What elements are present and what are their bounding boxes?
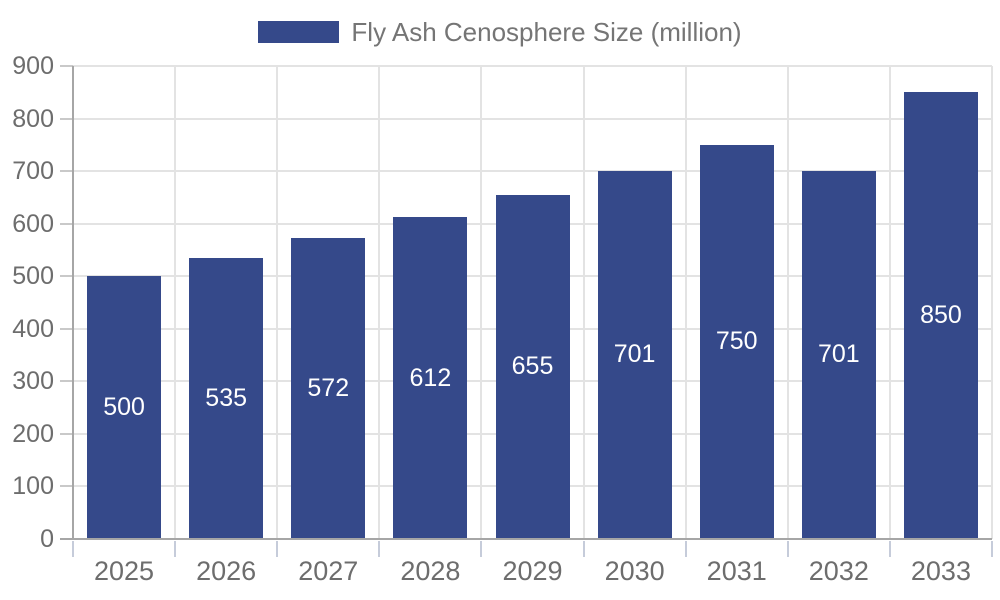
gridline-v	[378, 66, 381, 539]
gridline-v	[888, 66, 891, 539]
y-tick-label: 600	[12, 209, 54, 238]
bar-value-label: 612	[409, 363, 452, 392]
y-axis-tick	[60, 170, 73, 173]
gridline-h	[73, 170, 992, 173]
gridline-h	[73, 117, 992, 120]
y-tick-label: 0	[40, 525, 54, 553]
bar: 750	[699, 144, 774, 539]
x-tick-label: 2026	[196, 556, 257, 586]
x-tick-label: 2030	[604, 556, 665, 586]
x-axis-labels: 2025 2026 2027 2028 2029 2030 2031 2032 2033	[73, 539, 992, 589]
legend-label: Fly Ash Cenosphere Size (million)	[351, 16, 742, 47]
bar: 572	[291, 238, 366, 539]
x-tick-label: 2031	[706, 556, 767, 586]
bar: 655	[495, 194, 570, 539]
gridline-v	[786, 66, 789, 539]
y-tick-label: 300	[12, 367, 54, 396]
y-tick-label: 700	[12, 157, 54, 186]
bar-value-label: 655	[511, 352, 554, 381]
bar: 701	[597, 170, 672, 539]
y-tick-label: 800	[12, 104, 54, 133]
x-axis-tick	[991, 541, 993, 557]
gridline-v	[684, 66, 687, 539]
y-axis-labels: 0 100 200 300 400 500 600 700 800 900	[0, 52, 54, 553]
y-axis-tick	[60, 222, 73, 225]
y-tick-label: 100	[12, 472, 54, 501]
gridline-v	[582, 66, 585, 539]
y-tick-label: 200	[12, 419, 54, 448]
x-axis-tick	[786, 541, 789, 557]
y-axis-line	[72, 66, 74, 539]
y-axis-tick	[60, 485, 73, 488]
legend-item[interactable]: Fly Ash Cenosphere Size (million)	[258, 16, 742, 48]
x-tick-label: 2032	[808, 556, 869, 586]
x-axis-tick	[378, 541, 381, 557]
bar-value-label: 750	[715, 327, 758, 356]
bar: 612	[393, 217, 468, 539]
legend: Fly Ash Cenosphere Size (million)	[0, 0, 1000, 64]
y-axis-tick	[60, 117, 73, 120]
x-tick-label: 2028	[400, 556, 461, 586]
y-axis-tick	[60, 327, 73, 330]
x-axis-tick	[684, 541, 687, 557]
gridline-v	[480, 66, 483, 539]
x-tick-label: 2029	[502, 556, 563, 586]
gridline-v	[174, 66, 177, 539]
bar: 535	[189, 257, 264, 539]
bar-value-label: 572	[307, 374, 350, 403]
x-axis-tick	[72, 541, 74, 557]
bar-value-label: 500	[103, 393, 145, 422]
x-axis-ticks	[72, 539, 993, 559]
bar: 701	[801, 170, 876, 539]
x-tick-label: 2027	[298, 556, 359, 586]
bar: 850	[903, 92, 978, 539]
y-tick-label: 400	[12, 314, 54, 343]
x-axis-tick	[480, 541, 483, 557]
y-tick-label: 900	[12, 52, 54, 80]
y-axis-tick	[60, 380, 73, 383]
bar-value-label: 701	[817, 340, 860, 369]
bar-value-label: 850	[920, 301, 962, 330]
x-tick-label: 2033	[910, 556, 971, 586]
legend-swatch	[258, 21, 340, 43]
y-axis-tick	[60, 65, 73, 67]
x-axis-line	[60, 538, 992, 540]
y-axis-tick	[60, 275, 73, 278]
bar-value-label: 701	[613, 340, 656, 369]
y-tick-label: 500	[12, 262, 54, 291]
plot-area: 500 535 572 612 655 701 750 701 850 2025 2026 2027…	[60, 65, 993, 586]
x-axis-tick	[276, 541, 279, 557]
y-axis-tick	[60, 432, 73, 435]
gridline-v	[276, 66, 279, 539]
bar: 500	[87, 276, 162, 539]
bar-value-label: 535	[205, 383, 248, 412]
x-axis-tick	[174, 541, 177, 557]
x-axis-tick	[888, 541, 891, 557]
gridline-v	[991, 66, 993, 539]
x-tick-label: 2025	[94, 556, 155, 586]
gridline-h	[73, 65, 992, 67]
x-axis-tick	[582, 541, 585, 557]
